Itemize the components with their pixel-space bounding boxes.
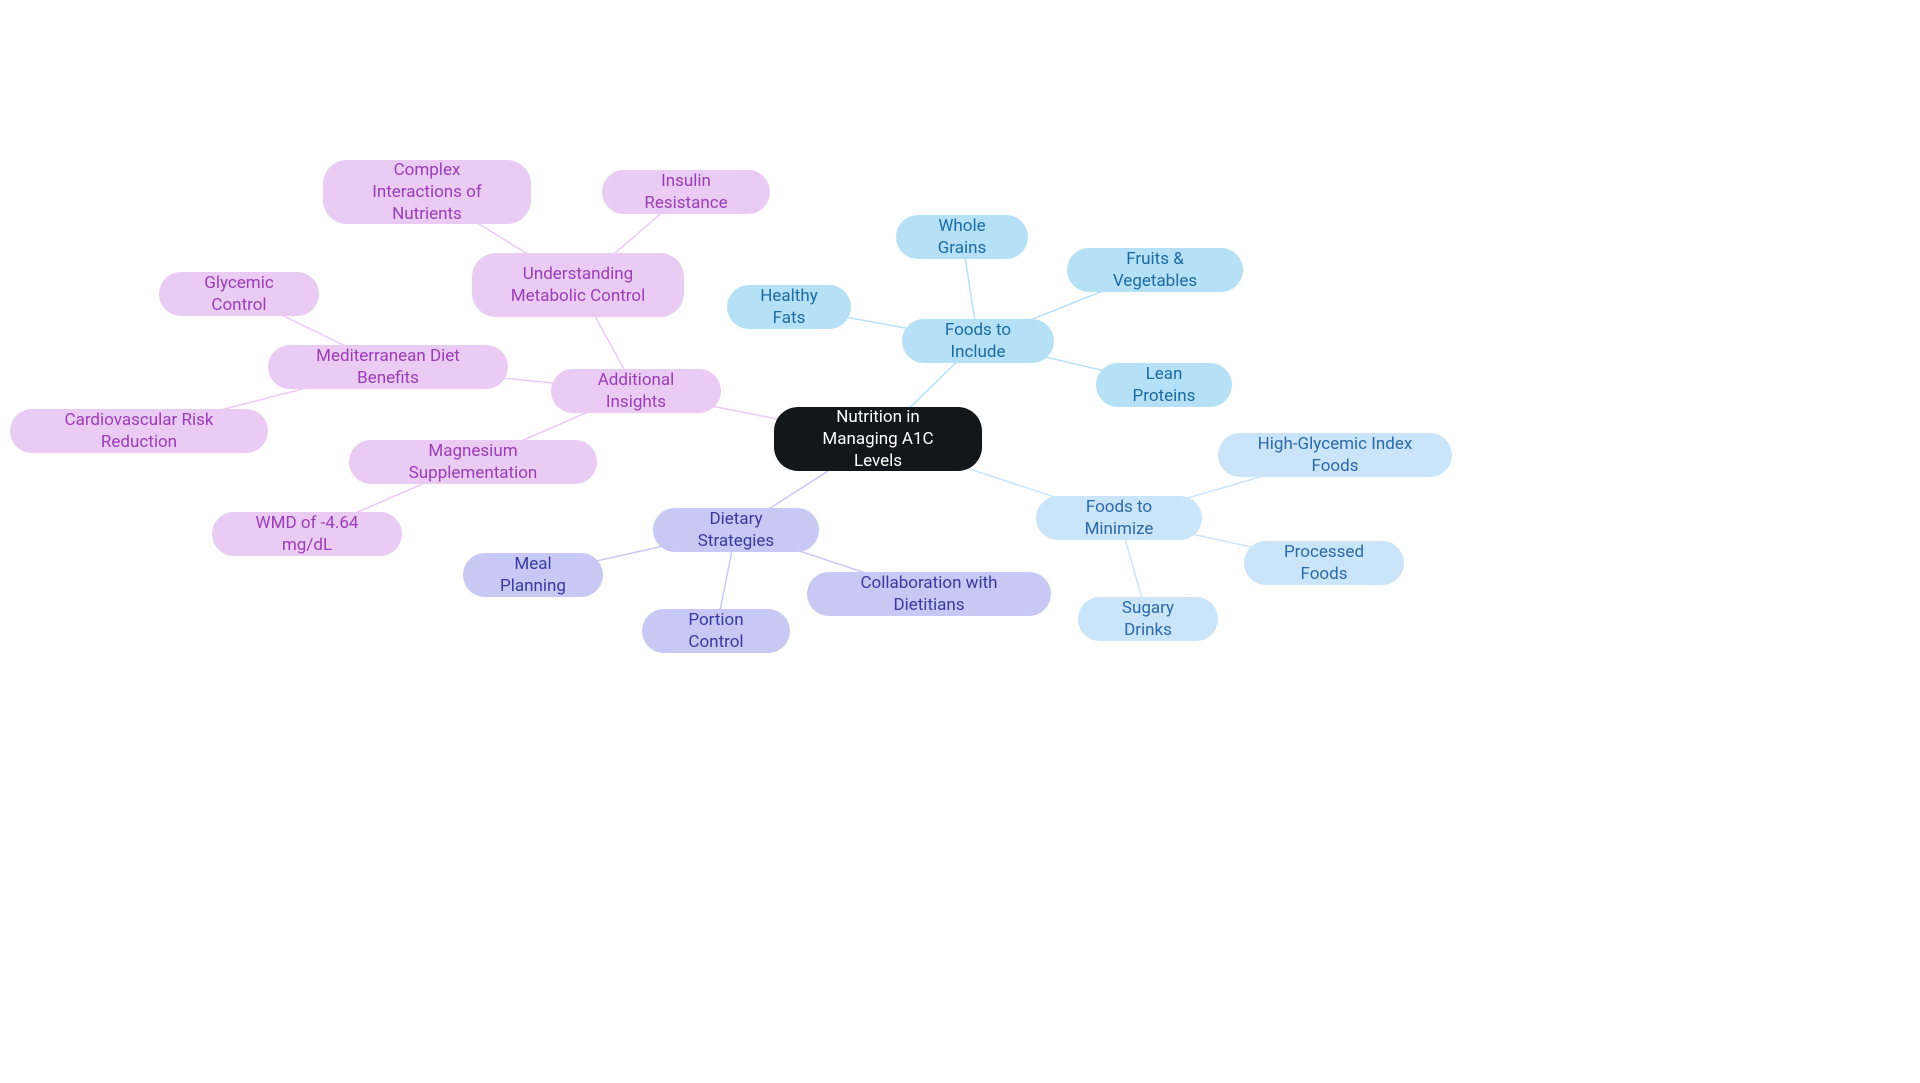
node-foods_minimize: Foods to Minimize — [1036, 496, 1202, 540]
node-high_gi: High-Glycemic Index Foods — [1218, 433, 1452, 477]
node-foods_include: Foods to Include — [902, 319, 1054, 363]
node-meal_plan: Meal Planning — [463, 553, 603, 597]
node-healthy_fats: Healthy Fats — [727, 285, 851, 329]
node-mediterranean: Mediterranean Diet Benefits — [268, 345, 508, 389]
node-metabolic: Understanding Metabolic Control — [472, 253, 684, 317]
node-insights: Additional Insights — [551, 369, 721, 413]
node-glycemic: Glycemic Control — [159, 272, 319, 316]
node-whole_grains: Whole Grains — [896, 215, 1028, 259]
node-root: Nutrition in Managing A1C Levels — [774, 407, 982, 471]
node-wmd: WMD of -4.64 mg/dL — [212, 512, 402, 556]
node-dietary: Dietary Strategies — [653, 508, 819, 552]
node-collab: Collaboration with Dietitians — [807, 572, 1051, 616]
node-magnesium: Magnesium Supplementation — [349, 440, 597, 484]
node-portion: Portion Control — [642, 609, 790, 653]
node-fruits_veg: Fruits & Vegetables — [1067, 248, 1243, 292]
node-insulin: Insulin Resistance — [602, 170, 770, 214]
node-complex: Complex Interactions of Nutrients — [323, 160, 531, 224]
node-sugary: Sugary Drinks — [1078, 597, 1218, 641]
node-lean_proteins: Lean Proteins — [1096, 363, 1232, 407]
node-processed: Processed Foods — [1244, 541, 1404, 585]
node-cardio: Cardiovascular Risk Reduction — [10, 409, 268, 453]
